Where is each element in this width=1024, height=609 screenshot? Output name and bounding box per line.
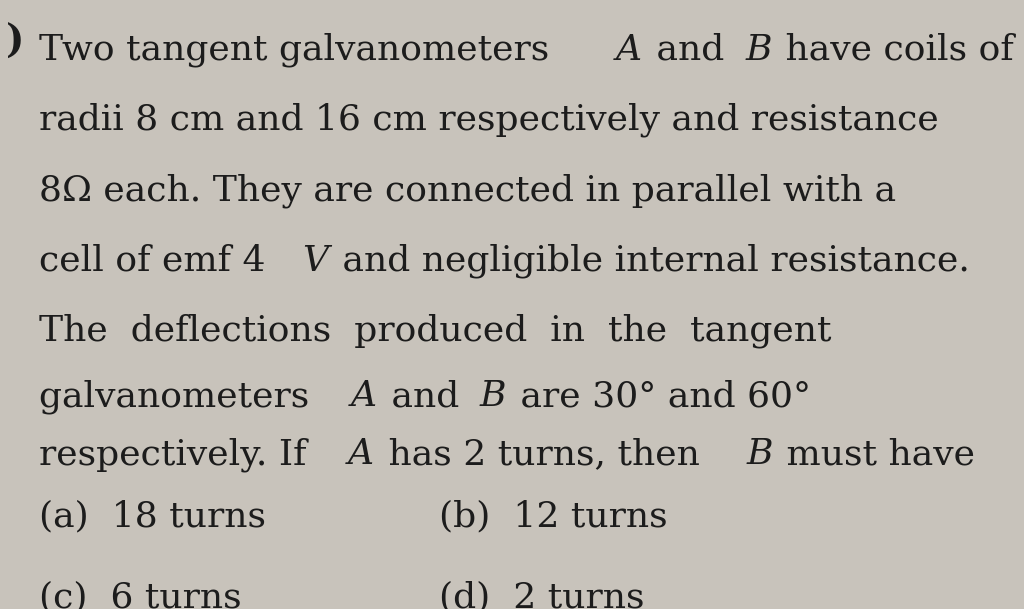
Text: and: and bbox=[380, 379, 470, 414]
Text: galvanometers: galvanometers bbox=[40, 379, 322, 414]
Text: and: and bbox=[645, 33, 735, 66]
Text: respectively. If: respectively. If bbox=[40, 437, 318, 471]
Text: (c)  6 turns: (c) 6 turns bbox=[40, 580, 242, 609]
Text: Two tangent galvanometers: Two tangent galvanometers bbox=[40, 33, 561, 67]
Text: must have: must have bbox=[775, 437, 976, 471]
Text: ): ) bbox=[6, 23, 25, 61]
Text: A: A bbox=[351, 379, 377, 414]
Text: The  deflections  produced  in  the  tangent: The deflections produced in the tangent bbox=[40, 314, 831, 348]
Text: B: B bbox=[745, 33, 772, 66]
Text: V: V bbox=[302, 244, 329, 278]
Text: B: B bbox=[746, 437, 773, 471]
Text: radii 8 cm and 16 cm respectively and resistance: radii 8 cm and 16 cm respectively and re… bbox=[40, 103, 939, 138]
Text: A: A bbox=[348, 437, 374, 471]
Text: B: B bbox=[480, 379, 507, 414]
Text: (a)  18 turns: (a) 18 turns bbox=[40, 500, 266, 534]
Text: 8Ω each. They are connected in parallel with a: 8Ω each. They are connected in parallel … bbox=[40, 174, 897, 208]
Text: (b)  12 turns: (b) 12 turns bbox=[438, 500, 667, 534]
Text: has 2 turns, then: has 2 turns, then bbox=[377, 437, 711, 471]
Text: A: A bbox=[616, 33, 642, 66]
Text: are 30° and 60°: are 30° and 60° bbox=[509, 379, 811, 414]
Text: have coils of: have coils of bbox=[774, 33, 1014, 66]
Text: cell of emf 4: cell of emf 4 bbox=[40, 244, 278, 278]
Text: (d)  2 turns: (d) 2 turns bbox=[438, 580, 644, 609]
Text: and negligible internal resistance.: and negligible internal resistance. bbox=[332, 244, 970, 278]
